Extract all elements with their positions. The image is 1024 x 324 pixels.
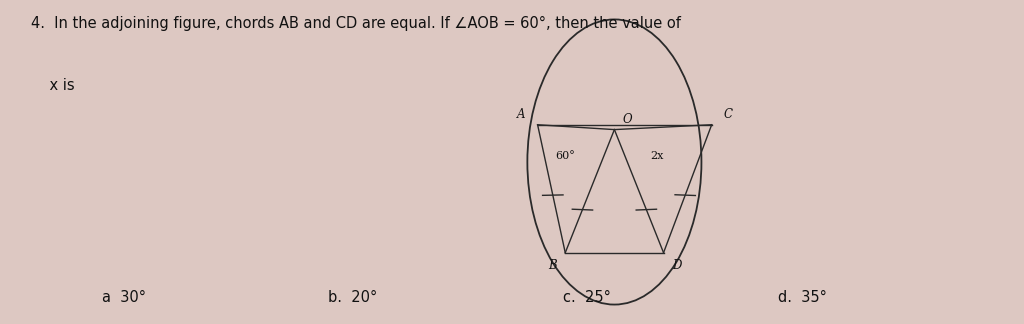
Text: B: B bbox=[549, 259, 557, 272]
Text: b.  20°: b. 20° bbox=[328, 290, 377, 305]
Text: x is: x is bbox=[31, 78, 75, 93]
Text: 60°: 60° bbox=[556, 151, 575, 161]
Text: A: A bbox=[517, 109, 525, 122]
Text: 4.  In the adjoining figure, chords AB and CD are equal. If ∠AOB = 60°, then the: 4. In the adjoining figure, chords AB an… bbox=[31, 16, 681, 31]
Text: C: C bbox=[724, 109, 733, 122]
Text: d.  35°: d. 35° bbox=[778, 290, 827, 305]
Text: c.  25°: c. 25° bbox=[563, 290, 611, 305]
Text: D: D bbox=[672, 259, 681, 272]
Text: O: O bbox=[623, 113, 632, 126]
Text: 2x: 2x bbox=[650, 151, 664, 161]
Text: a  30°: a 30° bbox=[102, 290, 146, 305]
